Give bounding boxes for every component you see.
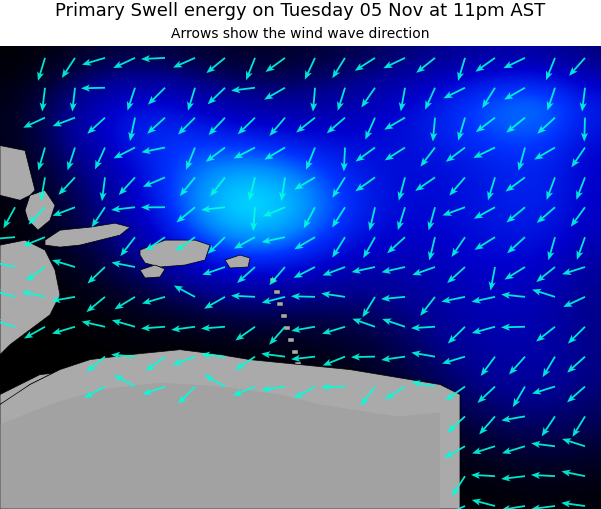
Polygon shape: [45, 224, 130, 247]
Polygon shape: [0, 383, 440, 509]
Text: Primary Swell energy on Tuesday 05 Nov at 11pm AST: Primary Swell energy on Tuesday 05 Nov a…: [55, 3, 546, 20]
Text: Arrows show the wind wave direction: Arrows show the wind wave direction: [171, 27, 430, 41]
Polygon shape: [225, 256, 250, 268]
Polygon shape: [291, 350, 297, 354]
Polygon shape: [25, 191, 55, 231]
Polygon shape: [0, 241, 60, 355]
Polygon shape: [270, 278, 276, 282]
Polygon shape: [277, 302, 283, 306]
Polygon shape: [0, 350, 460, 414]
Polygon shape: [295, 362, 301, 366]
Polygon shape: [0, 146, 35, 201]
Polygon shape: [140, 266, 165, 278]
Polygon shape: [281, 314, 287, 318]
Polygon shape: [348, 380, 365, 394]
Polygon shape: [288, 338, 294, 342]
Polygon shape: [273, 290, 279, 294]
Polygon shape: [0, 350, 460, 509]
Polygon shape: [284, 326, 290, 330]
Polygon shape: [140, 241, 210, 267]
